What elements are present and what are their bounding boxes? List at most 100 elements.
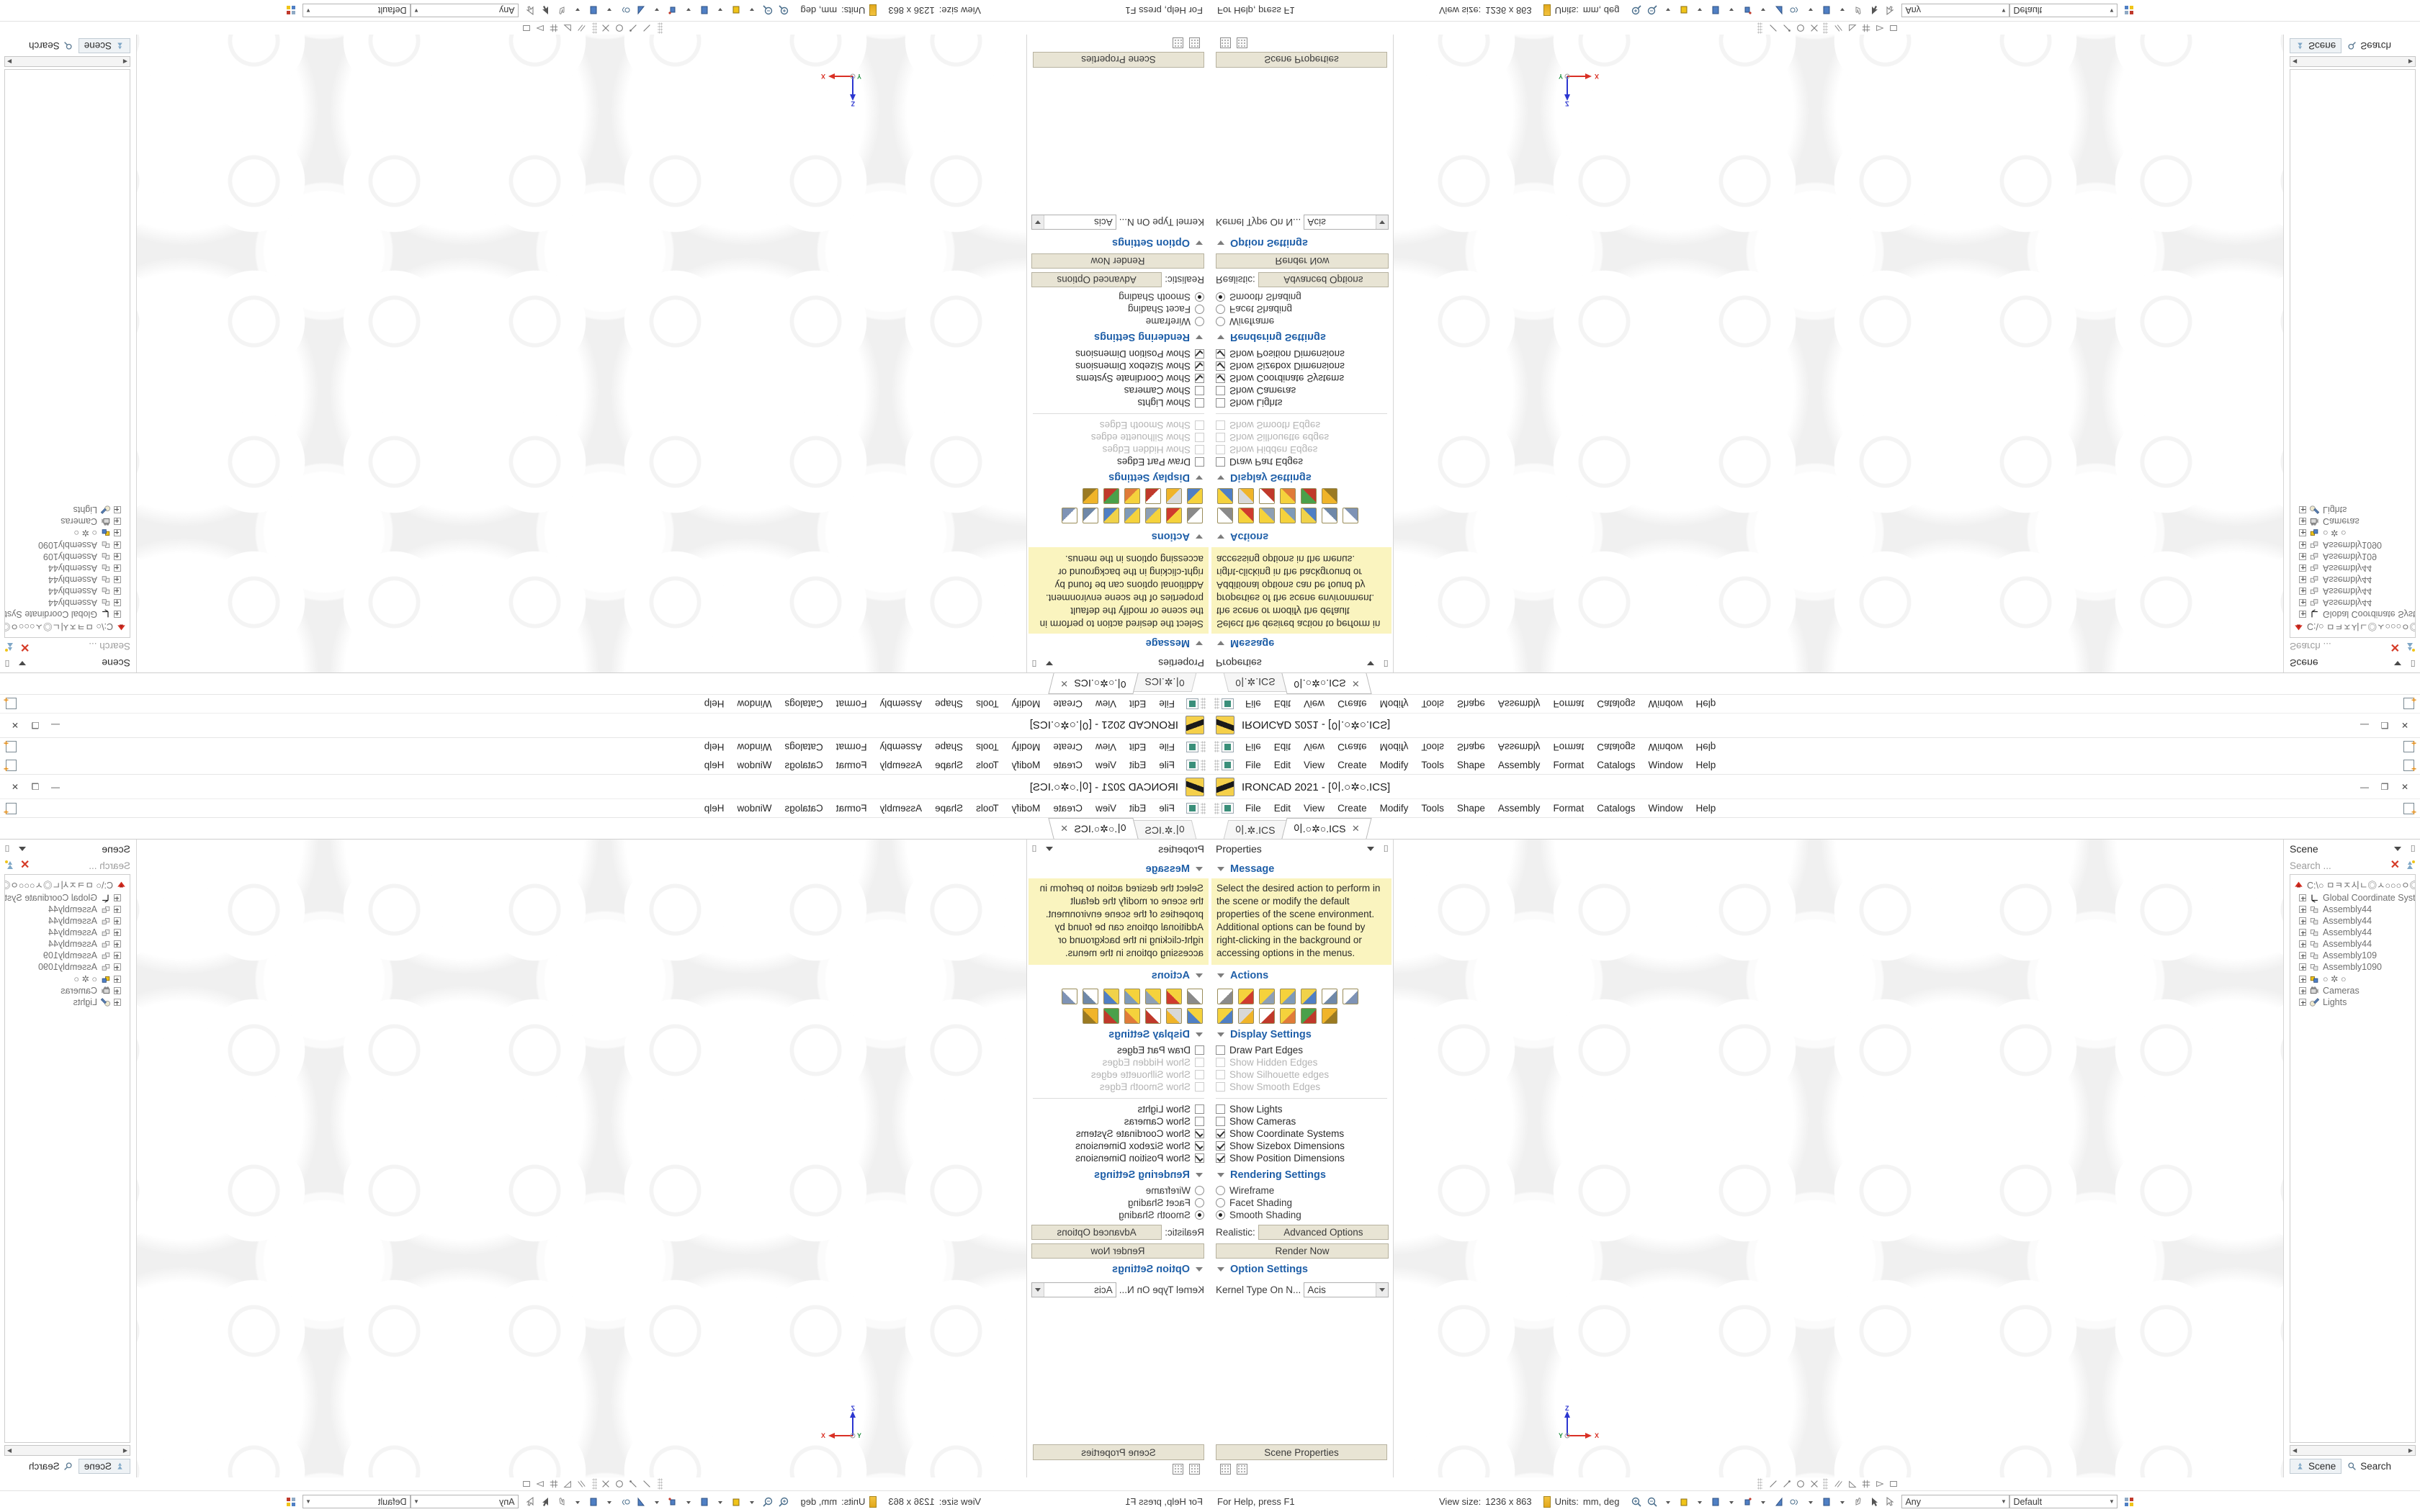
units-group[interactable]: Units: mm, deg (1538, 1495, 1626, 1508)
tree-node-assembly-4[interactable]: Assembly44 (5, 562, 128, 574)
section-actions[interactable]: Actions (1210, 965, 1393, 985)
minimize-button[interactable]: — (51, 720, 60, 731)
snap-point-icon[interactable] (1782, 1479, 1792, 1489)
dropdown-icon[interactable] (1694, 5, 1706, 17)
chevron-down-icon[interactable] (1045, 661, 1053, 665)
checkbox-show-position-dimensions[interactable]: Show Position Dimensions (1027, 348, 1210, 360)
maximize-button[interactable]: ❐ (2380, 781, 2389, 792)
view-rotate-icon[interactable] (1789, 1496, 1801, 1508)
expand-icon[interactable] (2299, 553, 2306, 560)
menu-modify[interactable]: Modify (1011, 698, 1041, 709)
new-document-icon[interactable] (6, 759, 17, 771)
toolbar-grip[interactable] (658, 1478, 663, 1490)
clear-search-icon[interactable]: ✕ (20, 859, 30, 871)
tree-node-assembly-109[interactable]: Assembly109 (5, 551, 128, 562)
checkbox-draw-part-edges[interactable]: Draw Part Edges (1210, 1044, 1393, 1056)
maximize-button[interactable]: ❐ (31, 720, 40, 731)
gear-settings-icon[interactable] (1166, 1008, 1182, 1025)
assembly-blocks-icon[interactable] (1124, 1008, 1140, 1025)
menu-create[interactable]: Create (1337, 760, 1367, 770)
close-tab-icon[interactable]: ✕ (1060, 678, 1069, 689)
radio-circle[interactable] (1216, 316, 1225, 326)
checkbox-draw-part-edges[interactable]: Draw Part Edges (1027, 456, 1210, 468)
tree-node-global-coordinate-system[interactable]: Global Coordinate System (4, 892, 128, 904)
box-yellow-icon[interactable] (1678, 1496, 1690, 1508)
menu-tools[interactable]: Tools (976, 760, 999, 770)
pick-filter-icon[interactable] (1884, 1496, 1896, 1508)
menu-file[interactable]: File (1245, 698, 1261, 709)
expand-icon[interactable] (2299, 940, 2306, 948)
snap-midpoint-icon[interactable] (535, 1479, 545, 1489)
chevron-down-icon[interactable]: ▼ (2108, 7, 2115, 14)
chevron-down-icon[interactable]: ▼ (2000, 1498, 2007, 1505)
close-tab-icon[interactable]: ✕ (1060, 823, 1069, 834)
snap-circle-icon[interactable] (614, 23, 624, 33)
box-blue2-icon[interactable] (588, 1496, 599, 1508)
chevron-down-icon[interactable]: ▼ (305, 1498, 312, 1505)
close-button[interactable]: ✕ (2401, 720, 2409, 731)
toolbar-grip[interactable] (1201, 802, 1206, 814)
graph-curve-icon[interactable] (1062, 507, 1077, 523)
snap-grid-icon[interactable] (1861, 1479, 1871, 1489)
gear-settings-icon[interactable] (1238, 487, 1254, 504)
radio-circle[interactable] (1195, 292, 1204, 302)
expand-icon[interactable] (114, 987, 121, 994)
toolbar-grip[interactable] (1214, 802, 1219, 814)
toolbar-grip[interactable] (592, 22, 597, 34)
expand-icon[interactable] (2299, 506, 2306, 513)
chevron-down-icon[interactable] (2394, 847, 2402, 851)
section-option-settings[interactable]: Option Settings (1027, 233, 1210, 253)
pin-icon[interactable]: ⌷ (4, 843, 10, 854)
arrow-select-icon[interactable] (1868, 1496, 1880, 1508)
box-blue-icon[interactable] (699, 5, 710, 17)
tree-node-lights[interactable]: Lights (5, 504, 128, 516)
expand-icon[interactable] (2299, 917, 2306, 924)
expand-icon[interactable] (114, 963, 121, 971)
dropdown-icon[interactable] (683, 1496, 694, 1508)
checkbox-box[interactable] (1195, 348, 1204, 359)
collapse-triangle-icon[interactable] (1217, 641, 1224, 645)
graph-curve-icon[interactable] (1343, 989, 1358, 1005)
new-document-icon[interactable] (2403, 698, 2414, 710)
tree-node-cameras[interactable]: Cameras (5, 516, 128, 527)
collapse-triangle-icon[interactable] (1196, 1267, 1203, 1272)
tree-node-global-coordinate-system[interactable]: Global Coordinate System (2292, 608, 2416, 620)
toolbar-grip[interactable] (1823, 22, 1828, 34)
view-rotate-icon[interactable] (1789, 5, 1801, 17)
radio-facet-shading[interactable]: Facet Shading (1027, 303, 1210, 315)
scene-list-icon[interactable] (1187, 989, 1203, 1005)
box-blue-icon[interactable] (1710, 5, 1721, 17)
tree-node-assembly-1090[interactable]: Assembly1090 (5, 539, 128, 551)
search-input[interactable]: Search ... (2290, 641, 2331, 652)
tab-search[interactable]: Search (23, 1459, 79, 1474)
anchor-icon[interactable] (667, 1496, 678, 1508)
toolbar-grip[interactable] (1757, 1478, 1762, 1490)
tree-node-root[interactable]: C:\○ ㅁㅋㅈ시ㄴ◎ㅅ○○○ㅇ◎시ㄴ (2292, 877, 2415, 892)
menu-help[interactable]: Help (1695, 742, 1716, 752)
kernel-type-select[interactable]: Acis (1031, 214, 1116, 230)
chevron-down-icon[interactable] (1367, 661, 1375, 665)
pick-filter-select[interactable]: Any ▼ (1901, 4, 2010, 17)
scene-tree[interactable]: C:\○ ㅁㅋㅈ시ㄴ◎ㅅ○○○ㅇ◎시ㄴ Global Coordinate Sy… (4, 69, 130, 638)
collapse-triangle-icon[interactable] (1196, 1032, 1203, 1038)
menu-shape[interactable]: Shape (1456, 698, 1485, 709)
render-style-select[interactable]: Default ▼ (2009, 4, 2118, 17)
menu-view[interactable]: View (1304, 698, 1325, 709)
snap-midpoint-icon[interactable] (1875, 23, 1885, 33)
checkbox-box[interactable] (1195, 385, 1204, 395)
drawing-sheet-icon[interactable] (1145, 487, 1161, 504)
checkbox-show-lights[interactable]: Show Lights (1210, 1103, 1393, 1115)
checkbox-draw-part-edges[interactable]: Draw Part Edges (1027, 1044, 1210, 1056)
snap-tangent-icon[interactable] (521, 23, 532, 33)
checkbox-show-cameras[interactable]: Show Cameras (1210, 1115, 1393, 1128)
menu-view[interactable]: View (1304, 803, 1325, 814)
chevron-down-icon[interactable] (1376, 215, 1388, 229)
hand-icon[interactable] (1852, 1496, 1864, 1508)
snap-point-icon[interactable] (1782, 23, 1792, 33)
application-menu-icon[interactable] (1186, 698, 1198, 709)
zoom-out-icon[interactable] (1646, 5, 1658, 17)
menu-shape[interactable]: Shape (935, 698, 964, 709)
menu-view[interactable]: View (1095, 698, 1116, 709)
hand-icon[interactable] (1852, 5, 1864, 17)
radio-smooth-shading[interactable]: Smooth Shading (1210, 1209, 1393, 1221)
